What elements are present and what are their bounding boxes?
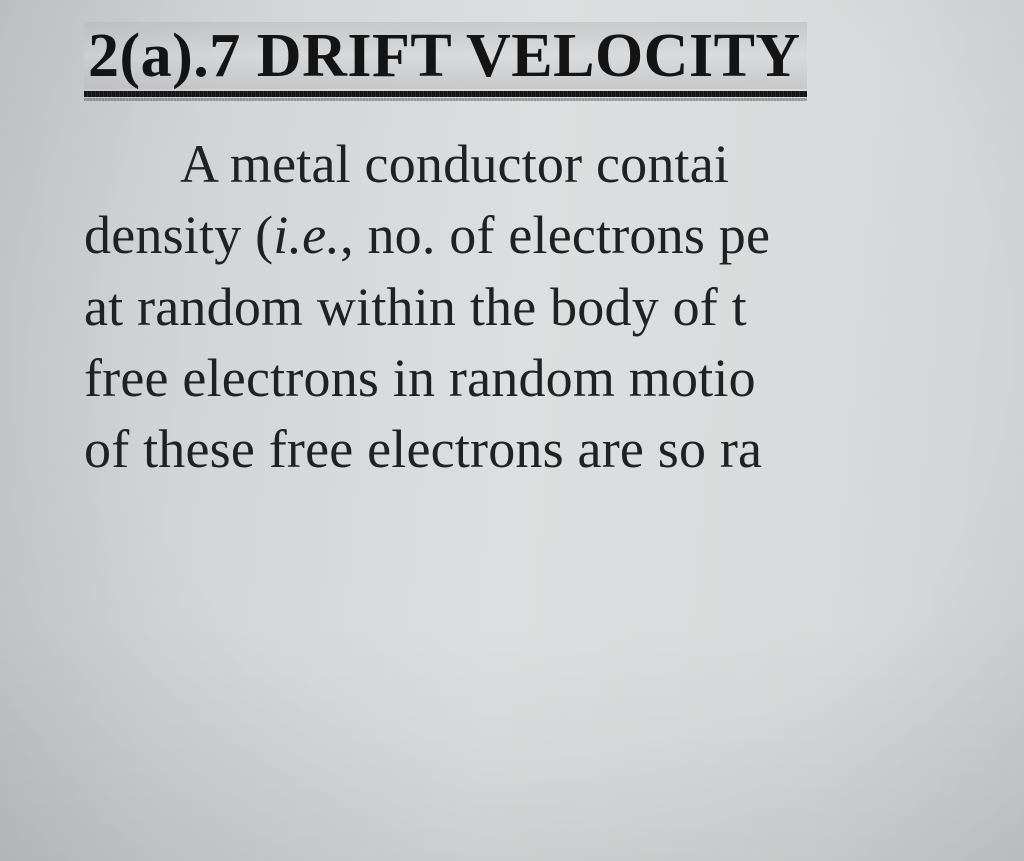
heading-underline	[84, 91, 807, 97]
body-paragraph: A metal conductor contai density (i.e., …	[84, 129, 1024, 485]
body-line-2-post: , no. of electrons pe	[340, 205, 770, 265]
section-heading-wrap: 2(a).7 DRIFT VELOCITY	[84, 22, 807, 101]
body-line-3: at random within the body of t	[84, 272, 1024, 343]
body-line-4: free electrons in random motio	[84, 343, 1024, 414]
textbook-page: 2(a).7 DRIFT VELOCITY A metal conductor …	[0, 0, 1024, 861]
section-number: 2(a).7	[88, 22, 241, 90]
body-line-1: A metal conductor contai	[84, 129, 1024, 200]
body-line-5: of these free electrons are so ra	[84, 414, 1024, 485]
section-title: DRIFT VELOCITY	[257, 22, 801, 90]
body-line-2-ital: i.e.	[273, 205, 340, 265]
body-line-2: density (i.e., no. of electrons pe	[84, 200, 1024, 271]
heading-underline-shadow	[84, 98, 807, 101]
body-line-2-pre: density (	[84, 205, 273, 265]
section-heading: 2(a).7 DRIFT VELOCITY	[84, 22, 807, 89]
photo-shade-bottom	[0, 621, 1024, 861]
